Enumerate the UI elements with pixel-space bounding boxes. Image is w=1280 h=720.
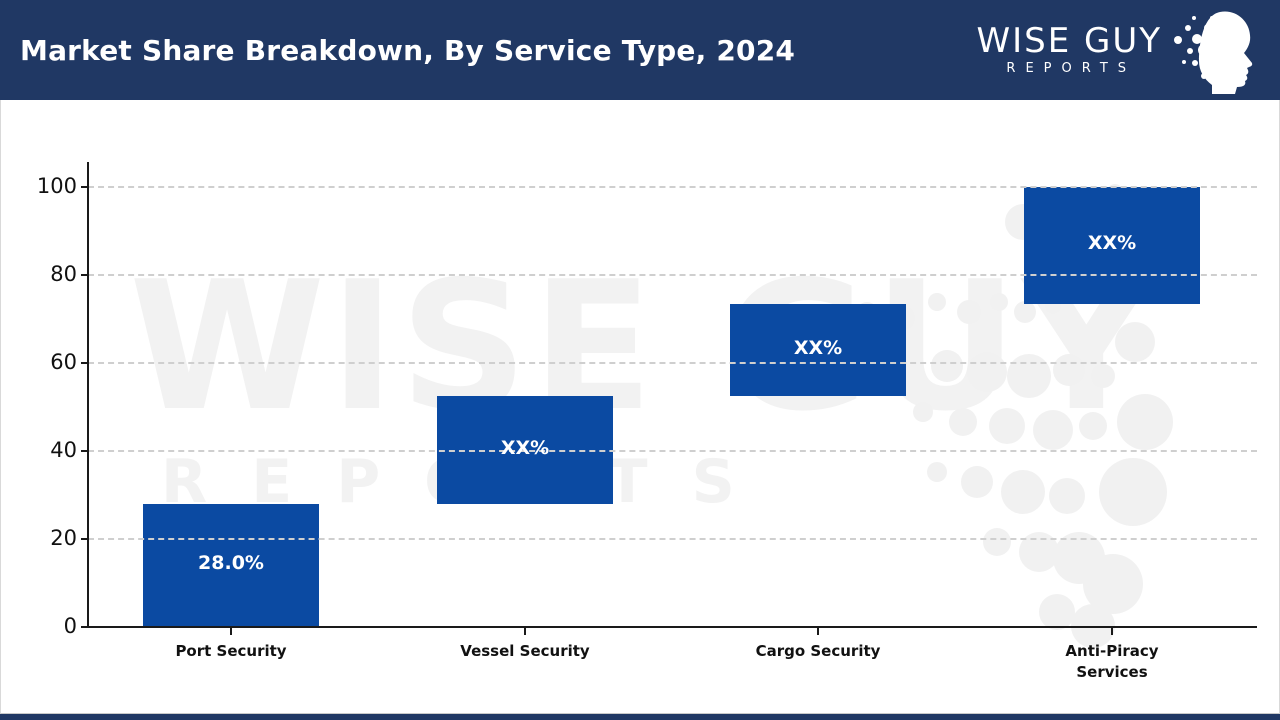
y-axis-tick-label: 100 — [36, 174, 77, 198]
logo-subtext: REPORTS — [1006, 61, 1137, 77]
y-axis-tick-label: 20 — [50, 526, 77, 550]
plot-area: 0 20 40 60 80 100 28.0% Port Security XX% Vessel … — [1, 100, 1279, 713]
y-axis-tick-mark — [81, 274, 88, 276]
watermark-wordmark: WISE GUY — [129, 243, 1155, 450]
x-axis-tick-mark — [1111, 628, 1113, 635]
y-axis-tick-label: 40 — [50, 438, 77, 462]
y-axis-tick-label: 60 — [50, 350, 77, 374]
x-axis-tick-mark — [230, 628, 232, 635]
x-axis-label-vessel-security: Vessel Security — [460, 642, 590, 660]
x-axis-tick-mark — [524, 628, 526, 635]
logo-wordmark: WISE GUY REPORTS — [976, 20, 1162, 77]
y-axis-tick-label: 80 — [50, 262, 77, 286]
page-title: Market Share Breakdown, By Service Type,… — [20, 33, 796, 67]
x-axis-label-port-security: Port Security — [175, 642, 287, 660]
footer-bar — [0, 714, 1280, 720]
gridline-20 — [88, 538, 1257, 540]
y-axis-tick-label: 0 — [63, 614, 77, 638]
y-axis-tick-mark — [81, 362, 88, 364]
y-axis-tick-mark — [81, 538, 88, 540]
bar-vessel-security — [437, 396, 613, 504]
y-axis-tick-mark — [81, 626, 88, 628]
header-bar: Market Share Breakdown, By Service Type,… — [0, 0, 1280, 100]
y-axis-tick-mark — [81, 186, 88, 188]
y-axis-tick-mark — [81, 450, 88, 452]
brand-logo: WISE GUY REPORTS — [976, 6, 1260, 94]
bar-cargo-security — [730, 303, 906, 396]
bar-port-security — [143, 503, 319, 627]
bar-value-label-anti-piracy-services: XX% — [1087, 232, 1137, 255]
x-axis-tick-mark — [817, 628, 819, 635]
bar-value-label-port-security: 28.0% — [198, 552, 264, 575]
bar-value-label-cargo-security: XX% — [793, 336, 843, 359]
x-axis-label-cargo-security: Cargo Security — [755, 642, 881, 660]
gridline-100 — [88, 186, 1257, 188]
gridline-80 — [88, 274, 1257, 276]
logo-face-icon — [1174, 11, 1253, 94]
gridline-40 — [88, 450, 1257, 452]
x-axis-label-anti-piracy-services: Anti-Piracy Services — [1065, 642, 1159, 681]
logo-wordmark-text: WISE GUY — [976, 20, 1162, 61]
x-axis-line — [87, 626, 1257, 628]
gridline-60 — [88, 362, 1257, 364]
y-axis-line — [87, 162, 89, 628]
bar-value-label-vessel-security: XX% — [500, 436, 550, 459]
bar-anti-piracy-services — [1024, 187, 1200, 304]
